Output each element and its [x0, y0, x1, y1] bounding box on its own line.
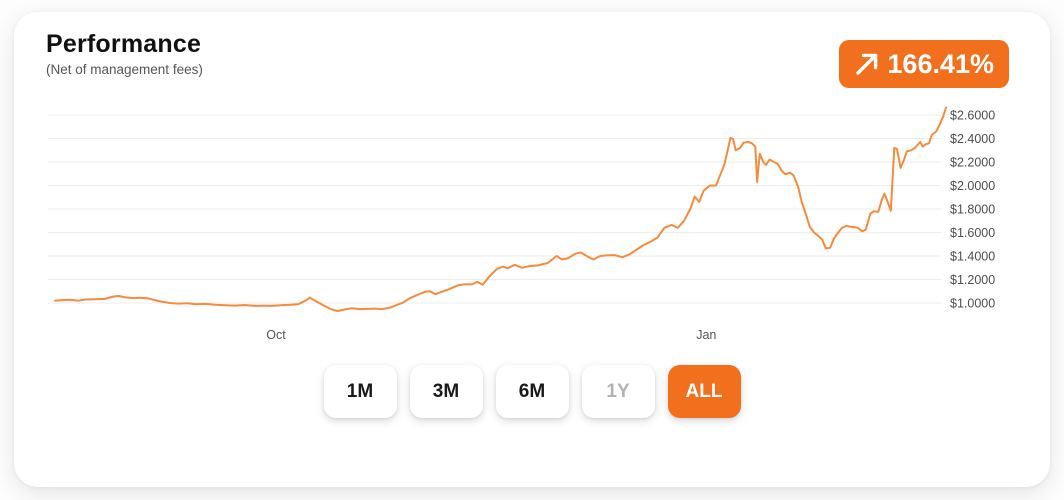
y-axis-label: $1.0000 — [950, 297, 995, 311]
range-button-all[interactable]: ALL — [667, 365, 741, 418]
y-axis-label: $2.6000 — [950, 109, 995, 123]
header: Performance (Net of management fees) — [46, 30, 203, 77]
x-axis-label: Oct — [266, 328, 286, 342]
x-axis-label: Jan — [696, 328, 716, 342]
range-button-1y[interactable]: 1Y — [581, 365, 655, 418]
y-axis-label: $1.8000 — [950, 203, 995, 217]
y-axis-label: $2.0000 — [950, 179, 995, 193]
y-axis-label: $1.6000 — [950, 226, 995, 240]
arrow-up-right-icon — [856, 53, 878, 75]
y-axis-label: $2.2000 — [950, 156, 995, 170]
y-axis-label: $1.2000 — [950, 273, 995, 287]
page-subtitle: (Net of management fees) — [46, 62, 203, 77]
performance-badge: 166.41% — [839, 40, 1009, 88]
y-axis-label: $2.4000 — [950, 132, 995, 146]
page-title: Performance — [46, 30, 202, 58]
performance-card: Performance (Net of management fees) 166… — [14, 12, 1050, 487]
range-button-6m[interactable]: 6M — [495, 365, 569, 418]
chart-canvas: $1.0000 $1.2000 $1.4000 $1.6000 $1.8000 $2.00… — [48, 106, 995, 342]
badge-value: 166.41% — [887, 48, 994, 79]
performance-line — [54, 106, 947, 312]
range-button-1m[interactable]: 1M — [323, 365, 397, 418]
y-axis-label: $1.4000 — [950, 250, 995, 264]
range-button-3m[interactable]: 3M — [409, 365, 483, 418]
performance-chart[interactable]: $1.0000 $1.2000 $1.4000 $1.6000 $1.8000 $2.00… — [48, 100, 1013, 345]
range-selector: 1M 3M 6M 1Y ALL — [14, 365, 1050, 418]
